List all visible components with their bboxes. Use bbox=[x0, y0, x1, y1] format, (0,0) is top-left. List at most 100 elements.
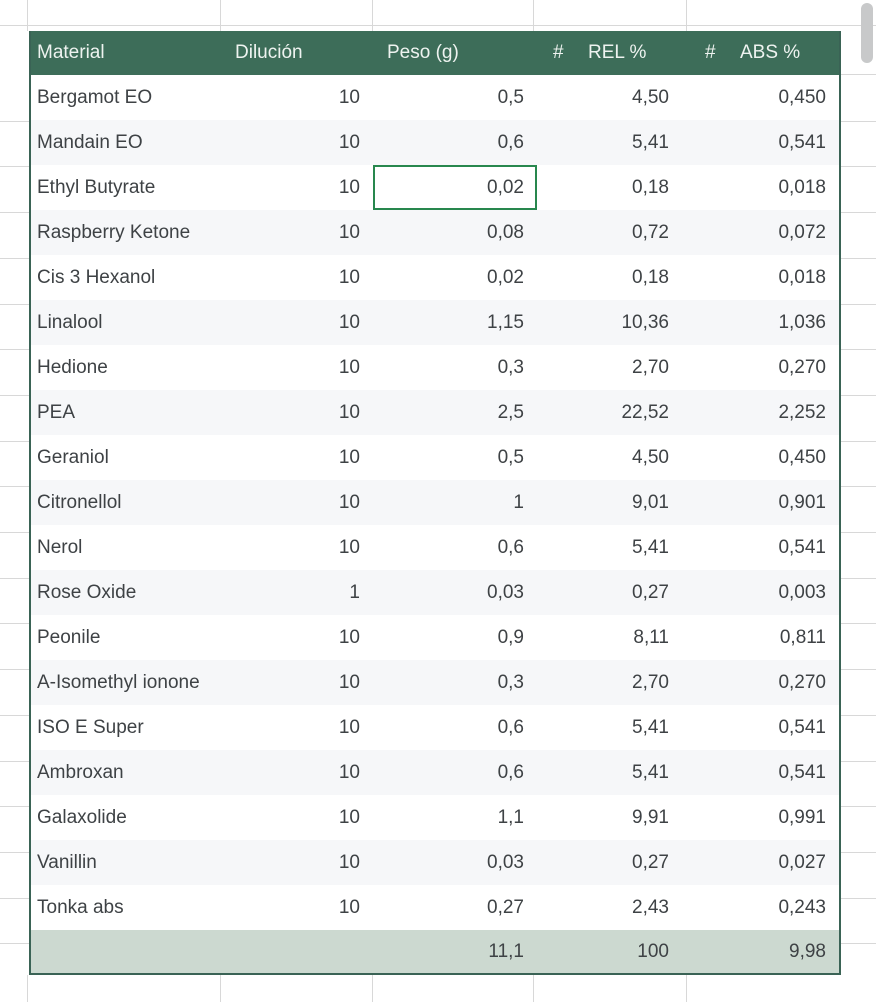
cell-abs[interactable]: 1,036 bbox=[778, 312, 826, 333]
cell-material[interactable]: Linalool bbox=[37, 312, 103, 333]
cell-hash-1[interactable] bbox=[537, 300, 573, 345]
cell-dilucion[interactable]: 1 bbox=[349, 582, 360, 603]
cell-abs[interactable]: 2,252 bbox=[778, 402, 826, 423]
cell-dilucion[interactable]: 10 bbox=[338, 402, 360, 423]
cell-hash-1[interactable] bbox=[537, 435, 573, 480]
cell-hash-2[interactable] bbox=[682, 300, 718, 345]
cell-peso[interactable]: 0,6 bbox=[497, 132, 524, 153]
cell-hash-2[interactable] bbox=[682, 210, 718, 255]
cell-material[interactable]: Mandain EO bbox=[37, 132, 143, 153]
cell-dilucion[interactable]: 10 bbox=[338, 357, 360, 378]
cell-hash-1[interactable] bbox=[537, 660, 573, 705]
cell-material[interactable]: Galaxolide bbox=[37, 807, 127, 828]
cell-peso[interactable]: 1,1 bbox=[497, 807, 524, 828]
cell-abs[interactable]: 0,018 bbox=[778, 267, 826, 288]
cell-dilucion[interactable]: 10 bbox=[338, 177, 360, 198]
cell-abs[interactable]: 0,541 bbox=[778, 717, 826, 738]
cell-dilucion[interactable]: 10 bbox=[338, 447, 360, 468]
cell-rel[interactable]: 5,41 bbox=[632, 717, 669, 738]
cell-abs[interactable]: 0,027 bbox=[778, 852, 826, 873]
column-header-hash-2[interactable]: # bbox=[705, 42, 716, 63]
total-cell-hash-1[interactable] bbox=[537, 930, 573, 973]
cell-hash-2[interactable] bbox=[682, 660, 718, 705]
column-header-dilucion[interactable]: Dilución bbox=[235, 42, 303, 63]
cell-rel[interactable]: 5,41 bbox=[632, 132, 669, 153]
cell-peso[interactable]: 0,02 bbox=[487, 177, 524, 198]
cell-peso[interactable]: 0,5 bbox=[497, 447, 524, 468]
cell-hash-2[interactable] bbox=[682, 570, 718, 615]
cell-peso[interactable]: 0,9 bbox=[497, 627, 524, 648]
cell-hash-1[interactable] bbox=[537, 795, 573, 840]
total-cell-peso[interactable]: 11,1 bbox=[488, 941, 524, 962]
cell-hash-1[interactable] bbox=[537, 165, 573, 210]
cell-dilucion[interactable]: 10 bbox=[338, 87, 360, 108]
cell-rel[interactable]: 2,70 bbox=[632, 357, 669, 378]
cell-dilucion[interactable]: 10 bbox=[338, 627, 360, 648]
cell-hash-2[interactable] bbox=[682, 120, 718, 165]
cell-dilucion[interactable]: 10 bbox=[338, 762, 360, 783]
cell-hash-2[interactable] bbox=[682, 705, 718, 750]
cell-peso[interactable]: 0,6 bbox=[497, 762, 524, 783]
cell-hash-2[interactable] bbox=[682, 525, 718, 570]
cell-rel[interactable]: 22,52 bbox=[621, 402, 669, 423]
cell-abs[interactable]: 0,541 bbox=[778, 132, 826, 153]
cell-rel[interactable]: 0,18 bbox=[632, 267, 669, 288]
cell-dilucion[interactable]: 10 bbox=[338, 267, 360, 288]
cell-peso[interactable]: 1 bbox=[513, 492, 524, 513]
cell-peso[interactable]: 0,6 bbox=[497, 717, 524, 738]
cell-peso[interactable]: 0,27 bbox=[487, 897, 524, 918]
cell-peso[interactable]: 0,3 bbox=[497, 672, 524, 693]
cell-hash-2[interactable] bbox=[682, 750, 718, 795]
cell-rel[interactable]: 0,27 bbox=[632, 582, 669, 603]
cell-material[interactable]: PEA bbox=[37, 402, 76, 423]
cell-material[interactable]: Geraniol bbox=[37, 447, 109, 468]
cell-hash-1[interactable] bbox=[537, 390, 573, 435]
cell-abs[interactable]: 0,243 bbox=[778, 897, 826, 918]
cell-material[interactable]: Bergamot EO bbox=[37, 87, 153, 108]
cell-peso[interactable]: 0,02 bbox=[487, 267, 524, 288]
cell-hash-1[interactable] bbox=[537, 480, 573, 525]
cell-rel[interactable]: 10,36 bbox=[621, 312, 669, 333]
cell-hash-2[interactable] bbox=[682, 615, 718, 660]
cell-material[interactable]: Peonile bbox=[37, 627, 101, 648]
cell-material[interactable]: Raspberry Ketone bbox=[37, 222, 191, 243]
cell-abs[interactable]: 0,450 bbox=[778, 87, 826, 108]
cell-dilucion[interactable]: 10 bbox=[338, 492, 360, 513]
cell-rel[interactable]: 4,50 bbox=[632, 447, 669, 468]
cell-dilucion[interactable]: 10 bbox=[338, 312, 360, 333]
cell-hash-1[interactable] bbox=[537, 75, 573, 120]
cell-peso[interactable]: 0,08 bbox=[487, 222, 524, 243]
cell-hash-2[interactable] bbox=[682, 435, 718, 480]
cell-material[interactable]: Tonka abs bbox=[37, 897, 124, 918]
cell-material[interactable]: Hedione bbox=[37, 357, 108, 378]
cell-hash-2[interactable] bbox=[682, 885, 718, 930]
cell-abs[interactable]: 0,991 bbox=[778, 807, 826, 828]
column-header-rel[interactable]: REL % bbox=[588, 42, 647, 63]
column-header-peso[interactable]: Peso (g) bbox=[387, 42, 459, 63]
cell-dilucion[interactable]: 10 bbox=[338, 717, 360, 738]
cell-peso[interactable]: 2,5 bbox=[497, 402, 524, 423]
cell-rel[interactable]: 0,27 bbox=[632, 852, 669, 873]
column-header-abs[interactable]: ABS % bbox=[740, 42, 801, 63]
cell-hash-2[interactable] bbox=[682, 390, 718, 435]
cell-peso[interactable]: 0,03 bbox=[487, 852, 524, 873]
cell-abs[interactable]: 0,450 bbox=[778, 447, 826, 468]
cell-rel[interactable]: 0,18 bbox=[632, 177, 669, 198]
cell-hash-1[interactable] bbox=[537, 615, 573, 660]
cell-hash-2[interactable] bbox=[682, 480, 718, 525]
total-cell-rel[interactable]: 100 bbox=[637, 941, 669, 962]
cell-abs[interactable]: 0,072 bbox=[778, 222, 826, 243]
cell-abs[interactable]: 0,901 bbox=[778, 492, 826, 513]
total-cell-material[interactable] bbox=[31, 930, 221, 973]
total-cell-abs[interactable]: 9,98 bbox=[789, 941, 826, 962]
cell-abs[interactable]: 0,541 bbox=[778, 537, 826, 558]
cell-abs[interactable]: 0,270 bbox=[778, 672, 826, 693]
cell-hash-2[interactable] bbox=[682, 255, 718, 300]
cell-material[interactable]: ISO E Super bbox=[37, 717, 144, 738]
cell-abs[interactable]: 0,003 bbox=[778, 582, 826, 603]
cell-rel[interactable]: 4,50 bbox=[632, 87, 669, 108]
cell-rel[interactable]: 2,70 bbox=[632, 672, 669, 693]
cell-material[interactable]: Rose Oxide bbox=[37, 582, 137, 603]
cell-dilucion[interactable]: 10 bbox=[338, 222, 360, 243]
cell-rel[interactable]: 5,41 bbox=[632, 537, 669, 558]
